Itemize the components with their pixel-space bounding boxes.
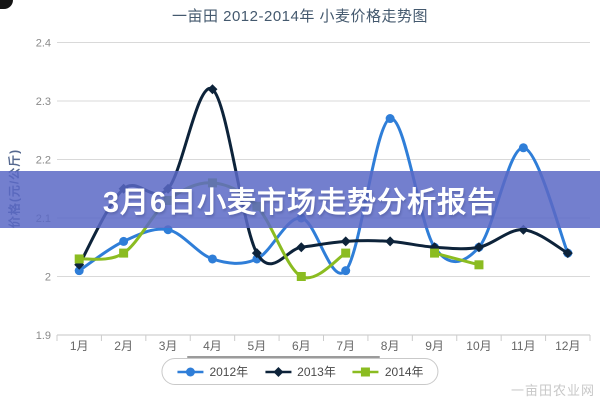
- data-point-marker[interactable]: [119, 236, 129, 246]
- x-tick-label: 9月: [425, 339, 444, 353]
- chart-legend: 2012年 2013年 2014年: [161, 358, 439, 385]
- data-point-marker[interactable]: [385, 236, 396, 247]
- x-tick-label: 11月: [511, 339, 535, 353]
- y-tick-label: 2.4: [36, 38, 51, 50]
- legend-marker-icon: [265, 366, 292, 377]
- x-tick-label: 2月: [114, 339, 133, 353]
- data-point-marker[interactable]: [385, 114, 395, 124]
- watermark: 一亩田农业网: [510, 383, 595, 398]
- legend-item-2012年[interactable]: 2012年: [176, 363, 248, 380]
- data-point-marker[interactable]: [340, 236, 351, 247]
- data-point-marker[interactable]: [74, 254, 84, 264]
- y-tick-label: 2.3: [36, 96, 51, 108]
- x-tick-label: 4月: [203, 339, 222, 353]
- x-tick-label: 7月: [336, 339, 355, 353]
- y-tick-label: 2: [45, 272, 51, 284]
- x-tick-label: 5月: [248, 339, 267, 353]
- data-point-marker[interactable]: [473, 242, 484, 253]
- data-point-marker[interactable]: [341, 248, 351, 258]
- x-tick-label: 8月: [381, 339, 400, 353]
- data-point-marker[interactable]: [119, 248, 129, 258]
- window-corner-artifact: [0, 0, 13, 9]
- data-point-marker[interactable]: [474, 260, 484, 270]
- x-tick-label: 1月: [70, 339, 89, 353]
- overlay-banner: 3月6日小麦市场走势分析报告: [0, 171, 600, 228]
- data-point-marker[interactable]: [296, 272, 306, 281]
- x-axis-scrollbar[interactable]: [187, 356, 380, 358]
- x-tick-label: 10月: [466, 339, 491, 353]
- x-tick-label: 12月: [555, 339, 580, 353]
- data-point-marker[interactable]: [562, 248, 573, 259]
- banner-text: 3月6日小麦市场走势分析报告: [102, 186, 498, 219]
- data-point-marker[interactable]: [341, 266, 351, 276]
- legend-item-2013年[interactable]: 2013年: [264, 363, 336, 380]
- data-point-marker[interactable]: [518, 143, 528, 153]
- legend-label: 2013年: [297, 365, 336, 379]
- data-point-marker[interactable]: [296, 242, 307, 253]
- x-tick-label: 6月: [292, 339, 311, 353]
- x-tick-label: 3月: [159, 339, 178, 353]
- data-point-marker[interactable]: [430, 248, 440, 258]
- y-tick-label: 1.9: [36, 330, 51, 342]
- data-point-marker[interactable]: [207, 254, 217, 264]
- legend-label: 2012年: [209, 365, 249, 379]
- legend-marker-icon: [177, 367, 204, 376]
- data-point-marker[interactable]: [74, 266, 84, 276]
- y-tick-label: 2.2: [36, 155, 51, 167]
- legend-marker-icon: [352, 367, 379, 376]
- legend-item-2014年[interactable]: 2014年: [352, 363, 424, 380]
- legend-label: 2014年: [384, 365, 424, 379]
- chart-title: 一亩田 2012-2014年 小麦价格走势图: [171, 8, 429, 25]
- data-point-marker[interactable]: [207, 84, 218, 95]
- data-point-marker[interactable]: [251, 248, 262, 259]
